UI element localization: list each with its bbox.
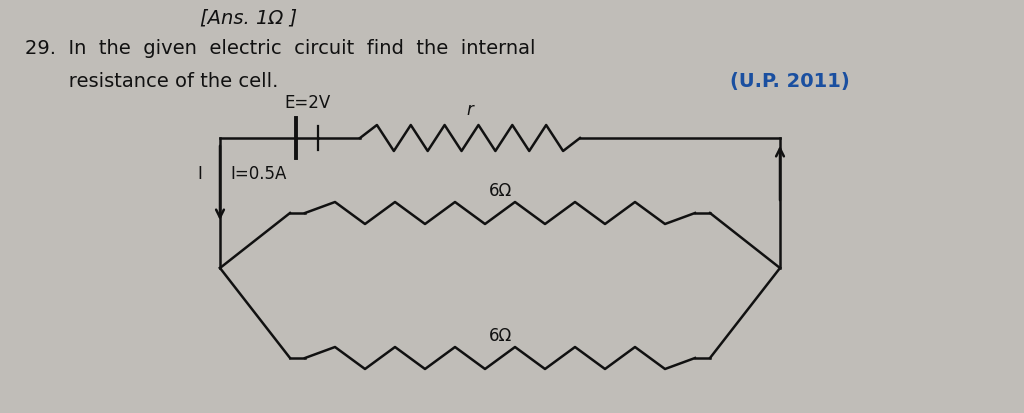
Text: [Ans. 1Ω ]: [Ans. 1Ω ] (200, 9, 297, 28)
Text: E=2V: E=2V (284, 94, 330, 112)
Text: I: I (198, 165, 202, 183)
Text: resistance of the cell.: resistance of the cell. (25, 72, 279, 91)
Text: 29.  In  the  given  electric  circuit  find  the  internal: 29. In the given electric circuit find t… (25, 39, 536, 58)
Text: 6Ω: 6Ω (488, 182, 512, 199)
Text: I=0.5A: I=0.5A (230, 165, 287, 183)
Text: 6Ω: 6Ω (488, 326, 512, 344)
Text: (U.P. 2011): (U.P. 2011) (730, 72, 850, 91)
Text: r: r (467, 101, 473, 119)
